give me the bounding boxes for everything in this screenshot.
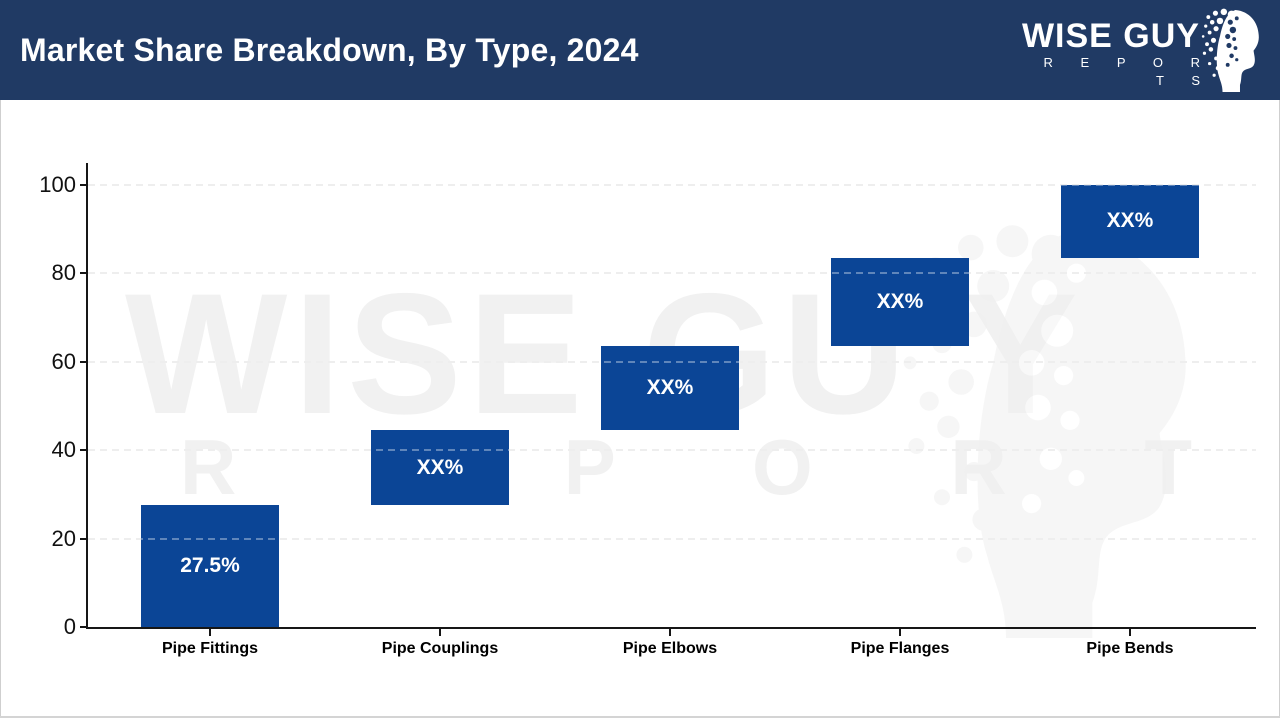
bar-pipe-fittings: 27.5%: [141, 505, 279, 627]
y-tick-mark-60: [80, 360, 88, 363]
x-category-label-pipe-fittings: Pipe Fittings: [162, 640, 258, 657]
wise-guy-reports-logo: WISE GUY R E P O R T S: [1012, 6, 1262, 94]
bar-value-label-pipe-couplings: XX%: [416, 455, 464, 479]
bar-value-label-pipe-flanges: XX%: [876, 290, 924, 314]
gridline-80: [88, 272, 1256, 275]
x-category-label-pipe-couplings: Pipe Couplings: [381, 640, 499, 657]
logo-text: WISE GUY R E P O R T S: [1012, 18, 1200, 90]
y-tick-label-0: 0: [63, 614, 76, 639]
gridline-20: [88, 537, 1256, 540]
y-tick-mark-80: [80, 272, 88, 275]
bar-pipe-bends: XX%: [1061, 185, 1199, 258]
bar-value-label-pipe-bends: XX%: [1106, 209, 1154, 233]
x-tick-mark-pipe-couplings: [439, 629, 441, 636]
x-category-label-pipe-elbows: Pipe Elbows: [622, 640, 718, 657]
frame-border-bottom: [0, 716, 1280, 718]
x-tick-mark-pipe-fittings: [209, 629, 211, 636]
y-tick-label-80: 80: [51, 260, 76, 286]
bar-value-label-pipe-fittings: 27.5%: [180, 554, 240, 578]
gridline-100: [88, 184, 1256, 186]
y-tick-mark-100: [80, 184, 88, 186]
y-tick-label-20: 20: [51, 525, 76, 551]
x-axis-line: [86, 627, 1256, 629]
y-tick-label-60: 60: [51, 348, 76, 374]
gridline-overlay-100: [88, 184, 1256, 186]
x-tick-mark-pipe-elbows: [669, 629, 671, 636]
gridline-overlay-80: [88, 272, 1256, 275]
gridline-overlay-20: [88, 537, 1256, 540]
logo-head-profile-icon: [1201, 8, 1259, 92]
y-tick-mark-40: [80, 449, 88, 452]
gridline-overlay-60: [88, 360, 1256, 363]
logo-subtitle: R E P O R T S: [1043, 55, 1212, 88]
y-tick-label-40: 40: [51, 437, 76, 463]
gridline-40: [88, 449, 1256, 452]
y-tick-label-100: 100: [39, 172, 76, 197]
x-tick-mark-pipe-bends: [1129, 629, 1131, 636]
bar-pipe-elbows: XX%: [601, 346, 739, 431]
logo-wordmark: WISE GUY: [1021, 17, 1200, 55]
chart-title: Market Share Breakdown, By Type, 2024: [20, 31, 639, 68]
bar-pipe-couplings: XX%: [371, 430, 509, 506]
gridline-overlay-40: [88, 449, 1256, 452]
bar-pipe-flanges: XX%: [831, 257, 969, 347]
plot-area: WISE GU Y R E P O R T S 02040608010027.5…: [0, 100, 1280, 718]
frame-border-left: [0, 100, 1, 718]
bar-value-label-pipe-elbows: XX%: [646, 376, 694, 400]
header-band: Market Share Breakdown, By Type, 2024 WI…: [0, 0, 1280, 100]
y-axis-line: [86, 163, 88, 629]
x-category-label-pipe-flanges: Pipe Flanges: [850, 640, 950, 657]
x-category-label-pipe-bends: Pipe Bends: [1086, 640, 1174, 657]
x-tick-mark-pipe-flanges: [899, 629, 901, 636]
y-tick-mark-20: [80, 537, 88, 540]
y-tick-mark-0: [80, 626, 88, 628]
